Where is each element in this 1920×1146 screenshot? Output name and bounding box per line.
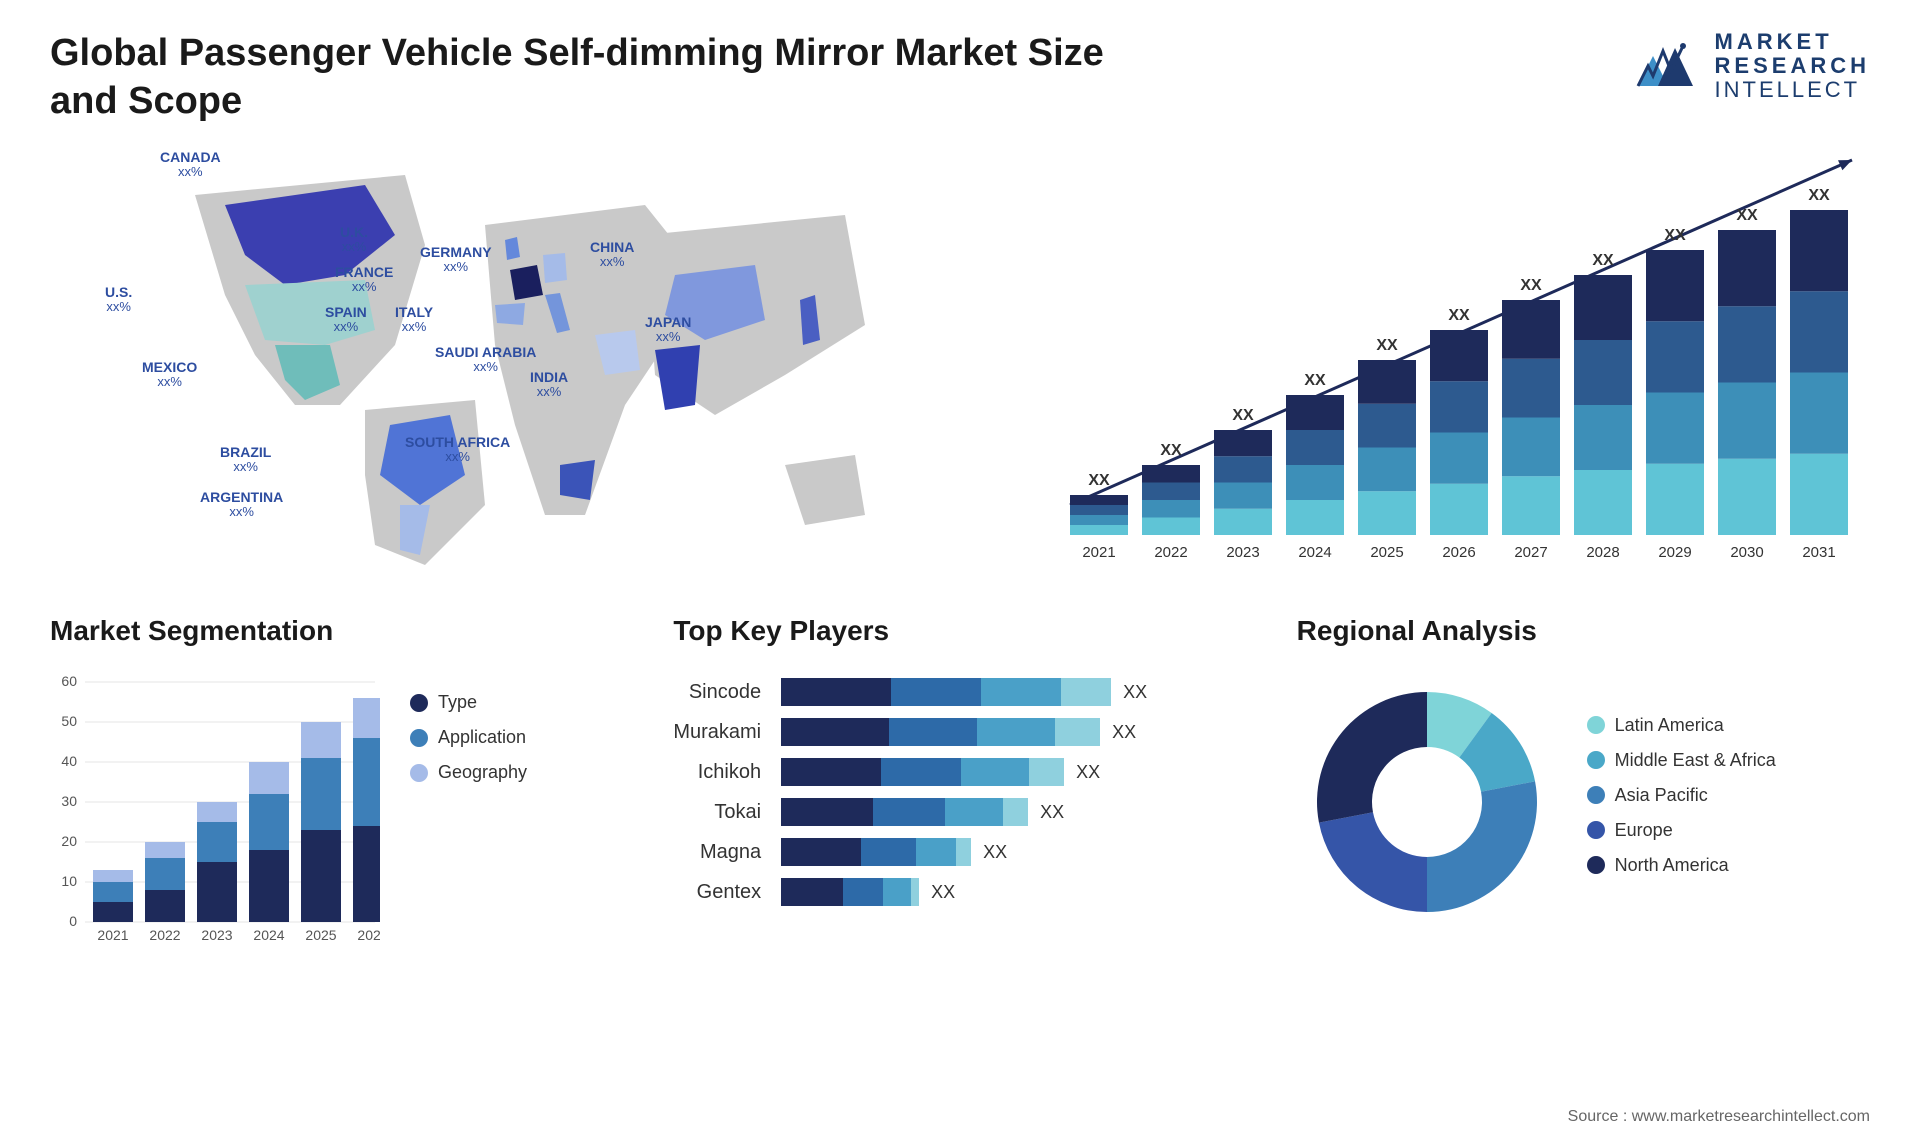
svg-text:XX: XX xyxy=(1232,407,1254,424)
svg-text:2024: 2024 xyxy=(253,927,284,943)
map-label-brazil: BRAZILxx% xyxy=(220,445,271,475)
svg-text:XX: XX xyxy=(1448,307,1470,324)
logo-text: MARKET RESEARCH INTELLECT xyxy=(1715,30,1870,103)
player-row: XX xyxy=(781,672,1147,712)
svg-text:10: 10 xyxy=(61,873,77,889)
seg-legend-type: Type xyxy=(410,692,527,713)
svg-text:30: 30 xyxy=(61,793,77,809)
svg-text:2022: 2022 xyxy=(149,927,180,943)
svg-text:2028: 2028 xyxy=(1586,544,1619,561)
svg-text:2026: 2026 xyxy=(357,927,380,943)
svg-text:2025: 2025 xyxy=(1370,544,1403,561)
svg-text:2023: 2023 xyxy=(1226,544,1259,561)
seg-legend-geography: Geography xyxy=(410,762,527,783)
donut-chart xyxy=(1297,672,1557,932)
player-name: Tokai xyxy=(673,792,761,832)
svg-text:2024: 2024 xyxy=(1298,544,1331,561)
svg-text:XX: XX xyxy=(1376,337,1398,354)
regional-legend-item: Asia Pacific xyxy=(1587,785,1776,806)
map-label-southafrica: SOUTH AFRICAxx% xyxy=(405,435,510,465)
regional-legend-item: Middle East & Africa xyxy=(1587,750,1776,771)
seg-legend-application: Application xyxy=(410,727,527,748)
player-bars: XXXXXXXXXXXX xyxy=(781,672,1147,912)
map-label-argentina: ARGENTINAxx% xyxy=(200,490,283,520)
player-name: Murakami xyxy=(673,712,761,752)
player-names: SincodeMurakamiIchikohTokaiMagnaGentex xyxy=(673,672,761,912)
map-label-germany: GERMANYxx% xyxy=(420,245,492,275)
player-row: XX xyxy=(781,712,1147,752)
player-name: Ichikoh xyxy=(673,752,761,792)
regional-legend-item: Latin America xyxy=(1587,715,1776,736)
page-title: Global Passenger Vehicle Self-dimming Mi… xyxy=(50,30,1150,125)
svg-text:2026: 2026 xyxy=(1442,544,1475,561)
players-title: Top Key Players xyxy=(673,615,1246,647)
svg-text:XX: XX xyxy=(1664,227,1686,244)
svg-text:2021: 2021 xyxy=(97,927,128,943)
svg-text:XX: XX xyxy=(1808,187,1830,204)
svg-text:2029: 2029 xyxy=(1658,544,1691,561)
player-row: XX xyxy=(781,832,1147,872)
map-label-us: U.S.xx% xyxy=(105,285,132,315)
segmentation-title: Market Segmentation xyxy=(50,615,623,647)
segmentation-legend: Type Application Geography xyxy=(410,672,527,952)
svg-text:XX: XX xyxy=(1592,252,1614,269)
svg-text:40: 40 xyxy=(61,753,77,769)
svg-text:XX: XX xyxy=(1088,472,1110,489)
svg-text:XX: XX xyxy=(1736,207,1758,224)
map-label-uk: U.K.xx% xyxy=(340,225,368,255)
svg-text:2021: 2021 xyxy=(1082,544,1115,561)
svg-text:50: 50 xyxy=(61,713,77,729)
svg-text:2023: 2023 xyxy=(201,927,232,943)
source-text: Source : www.marketresearchintellect.com xyxy=(1568,1108,1870,1126)
top-row: CANADAxx% U.S.xx% MEXICOxx% BRAZILxx% ARGENT… xyxy=(50,145,1870,565)
regional-panel: Regional Analysis Latin America Middle Ea… xyxy=(1297,615,1870,952)
header: Global Passenger Vehicle Self-dimming Mi… xyxy=(50,30,1870,125)
svg-text:60: 60 xyxy=(61,673,77,689)
map-label-india: INDIAxx% xyxy=(530,370,568,400)
map-label-canada: CANADAxx% xyxy=(160,150,221,180)
map-label-china: CHINAxx% xyxy=(590,240,634,270)
map-label-japan: JAPANxx% xyxy=(645,315,691,345)
player-row: XX xyxy=(781,752,1147,792)
svg-text:2030: 2030 xyxy=(1730,544,1763,561)
world-map: CANADAxx% U.S.xx% MEXICOxx% BRAZILxx% ARGENT… xyxy=(50,145,1010,565)
logo: MARKET RESEARCH INTELLECT xyxy=(1633,30,1870,103)
svg-text:2027: 2027 xyxy=(1514,544,1547,561)
logo-icon xyxy=(1633,36,1703,96)
regional-legend-item: North America xyxy=(1587,855,1776,876)
player-row: XX xyxy=(781,792,1147,832)
svg-text:XX: XX xyxy=(1304,372,1326,389)
svg-text:XX: XX xyxy=(1160,442,1182,459)
regional-legend: Latin America Middle East & Africa Asia Pa… xyxy=(1587,715,1776,890)
players-panel: Top Key Players SincodeMurakamiIchikohTo… xyxy=(673,615,1246,952)
player-name: Magna xyxy=(673,832,761,872)
map-label-france: FRANCExx% xyxy=(335,265,393,295)
svg-text:XX: XX xyxy=(1520,277,1542,294)
map-label-spain: SPAINxx% xyxy=(325,305,367,335)
svg-text:0: 0 xyxy=(69,913,77,929)
segmentation-chart: 0 10 20 30 40 50 60 2021 2022 2023 2024 2025 2026 xyxy=(50,672,380,952)
svg-text:2031: 2031 xyxy=(1802,544,1835,561)
svg-text:20: 20 xyxy=(61,833,77,849)
player-row: XX xyxy=(781,872,1147,912)
player-name: Gentex xyxy=(673,872,761,912)
growth-chart: XX 2021 XX 2022 XX 2023 XX 2024 XX 2025 XX 2026 XX 20… xyxy=(1050,145,1870,565)
segmentation-panel: Market Segmentation 0 10 20 30 40 50 60 2021 202… xyxy=(50,615,623,952)
map-label-italy: ITALYxx% xyxy=(395,305,433,335)
growth-svg: XX 2021 XX 2022 XX 2023 XX 2024 XX 2025 XX 2026 XX 20… xyxy=(1050,145,1870,565)
regional-legend-item: Europe xyxy=(1587,820,1776,841)
svg-text:2025: 2025 xyxy=(305,927,336,943)
player-name: Sincode xyxy=(673,672,761,712)
svg-text:2022: 2022 xyxy=(1154,544,1187,561)
bottom-row: Market Segmentation 0 10 20 30 40 50 60 2021 202… xyxy=(50,615,1870,952)
map-label-saudiarabia: SAUDI ARABIAxx% xyxy=(435,345,536,375)
map-label-mexico: MEXICOxx% xyxy=(142,360,197,390)
regional-title: Regional Analysis xyxy=(1297,615,1870,647)
